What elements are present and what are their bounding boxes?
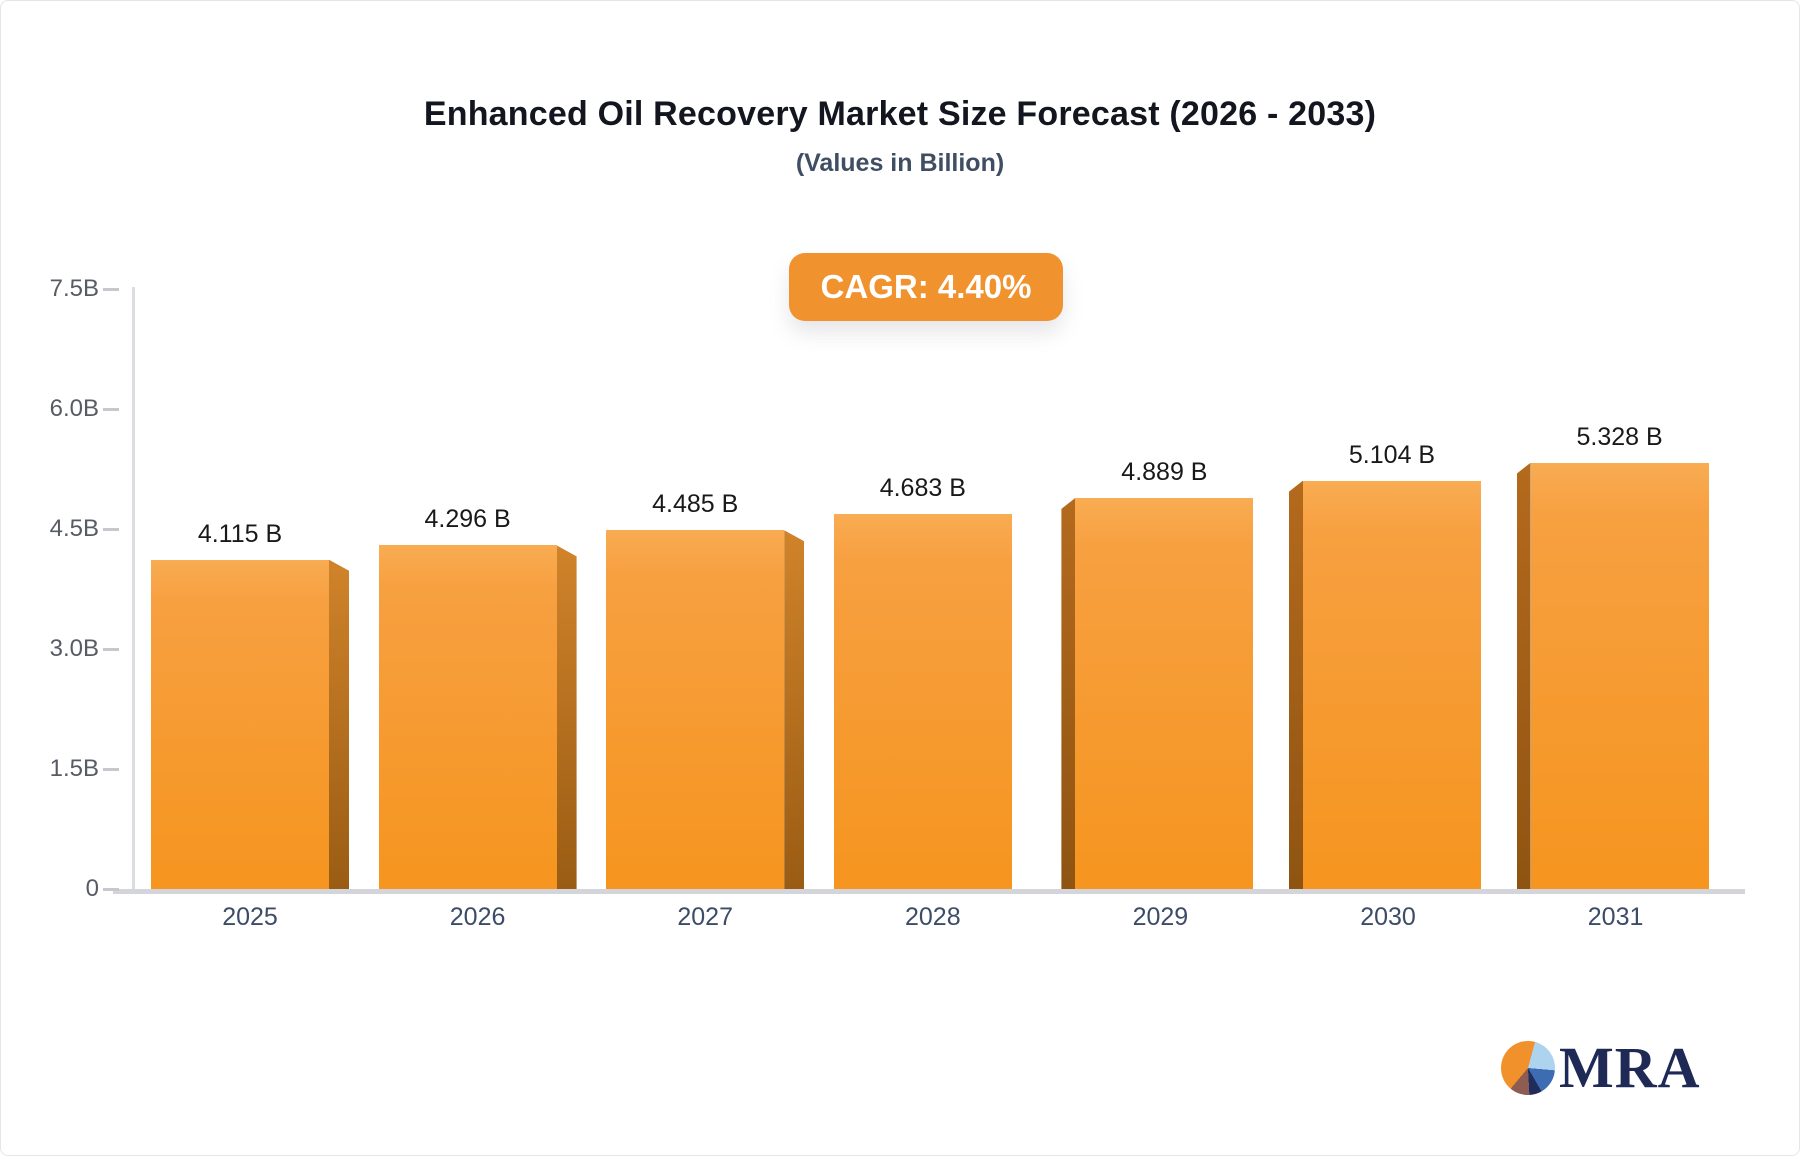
brand-logo: MRA bbox=[1501, 1035, 1701, 1100]
x-axis-label-2029: 2029 bbox=[1132, 903, 1189, 931]
y-tick-mark bbox=[103, 408, 119, 411]
y-axis-line bbox=[132, 287, 135, 891]
bar-2028 bbox=[833, 514, 1012, 889]
bar-value-label: 4.889 B bbox=[1121, 457, 1208, 486]
bar-value-label: 5.104 B bbox=[1348, 440, 1436, 469]
bar-value-label: 5.328 B bbox=[1576, 422, 1663, 451]
x-axis-label-2025: 2025 bbox=[222, 903, 278, 931]
y-tick-label: 6.0B bbox=[49, 395, 99, 422]
bar-2030 bbox=[1303, 480, 1481, 889]
bar-value-label: 4.296 B bbox=[424, 505, 511, 534]
x-axis-baseline bbox=[113, 889, 1745, 894]
x-axis-label-2028: 2028 bbox=[904, 903, 961, 931]
x-axis-label-2027: 2027 bbox=[677, 903, 733, 931]
bar-2027 bbox=[606, 530, 785, 889]
y-tick-mark bbox=[103, 648, 119, 651]
y-tick-mark bbox=[103, 768, 119, 771]
bar-2031 bbox=[1530, 462, 1709, 889]
bar-2025 bbox=[151, 559, 329, 889]
y-tick-label: 3.0B bbox=[49, 635, 99, 662]
y-tick-label: 7.5B bbox=[49, 275, 99, 302]
bar-2026 bbox=[378, 545, 557, 889]
y-tick-mark bbox=[103, 288, 119, 291]
bar-side-face bbox=[1061, 497, 1076, 889]
y-tick-mark bbox=[103, 888, 119, 891]
chart-subtitle: (Values in Billion) bbox=[795, 149, 1005, 177]
x-axis-label-2026: 2026 bbox=[449, 903, 506, 931]
bar-2029 bbox=[1075, 497, 1254, 889]
y-tick-mark bbox=[103, 528, 119, 531]
bar-side-face bbox=[556, 545, 577, 889]
bar-side-face bbox=[329, 559, 349, 889]
bar-value-label: 4.485 B bbox=[652, 490, 739, 519]
cagr-badge: CAGR: 4.40% bbox=[789, 253, 1063, 321]
bar-side-face bbox=[784, 530, 805, 889]
brand-logo-text: MRA bbox=[1559, 1035, 1701, 1100]
x-axis-label-2031: 2031 bbox=[1587, 903, 1644, 931]
y-tick-label: 4.5B bbox=[49, 515, 99, 542]
bar-value-label: 4.683 B bbox=[879, 474, 966, 503]
y-tick-label: 1.5B bbox=[49, 755, 99, 782]
chart-title: Enhanced Oil Recovery Market Size Foreca… bbox=[423, 95, 1377, 133]
bar-value-label: 4.115 B bbox=[197, 519, 283, 548]
pie-chart-logo-icon bbox=[1501, 1041, 1555, 1095]
bar-side-face bbox=[1516, 462, 1531, 889]
y-tick-label: 0 bbox=[85, 875, 99, 902]
bar-side-face bbox=[1289, 480, 1303, 889]
x-axis-label-2030: 2030 bbox=[1360, 903, 1416, 931]
